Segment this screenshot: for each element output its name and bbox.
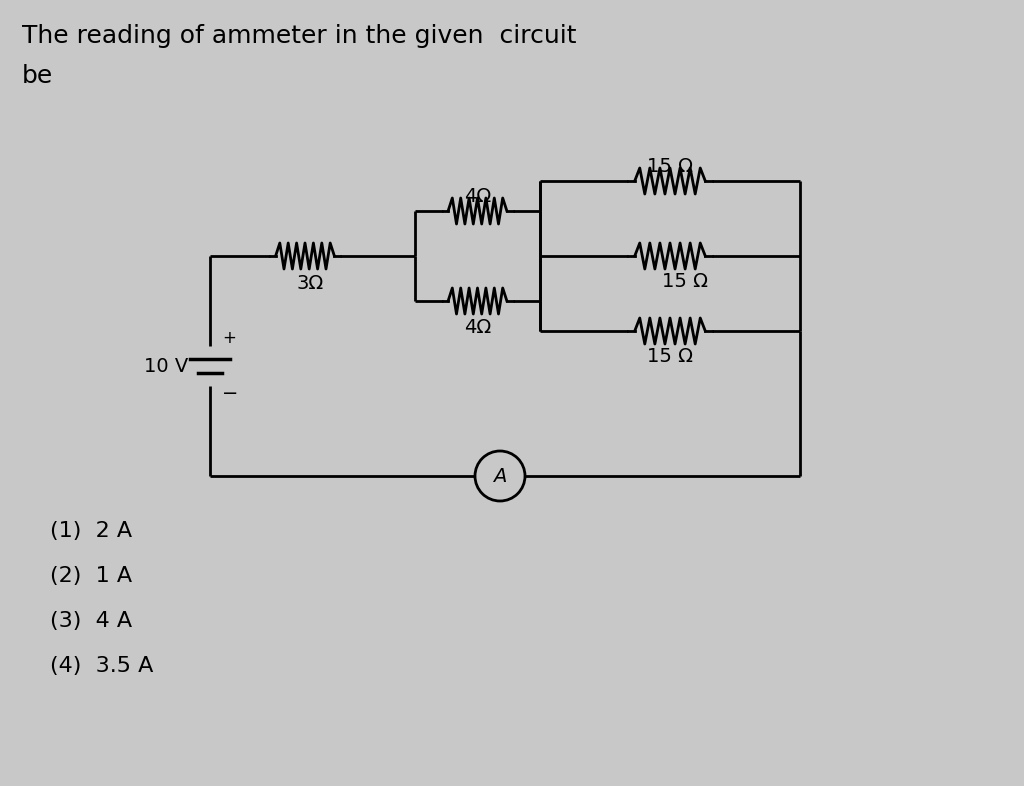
Text: (2)  1 A: (2) 1 A (50, 566, 132, 586)
Text: 10 V: 10 V (143, 357, 188, 376)
Text: −: − (222, 384, 239, 403)
Text: +: + (222, 329, 236, 347)
Text: 15 Ω: 15 Ω (647, 157, 693, 176)
Text: (3)  4 A: (3) 4 A (50, 611, 132, 631)
Text: A: A (494, 467, 507, 486)
Text: The reading of ammeter in the given  circuit: The reading of ammeter in the given circ… (22, 24, 577, 48)
Text: 15 Ω: 15 Ω (662, 272, 708, 291)
Text: 4Ω: 4Ω (464, 318, 492, 337)
Text: 3Ω: 3Ω (296, 274, 324, 293)
Text: (4)  3.5 A: (4) 3.5 A (50, 656, 154, 676)
Text: 15 Ω: 15 Ω (647, 347, 693, 366)
Text: be: be (22, 64, 53, 88)
Text: (1)  2 A: (1) 2 A (50, 521, 132, 541)
Text: 4Ω: 4Ω (464, 187, 492, 206)
